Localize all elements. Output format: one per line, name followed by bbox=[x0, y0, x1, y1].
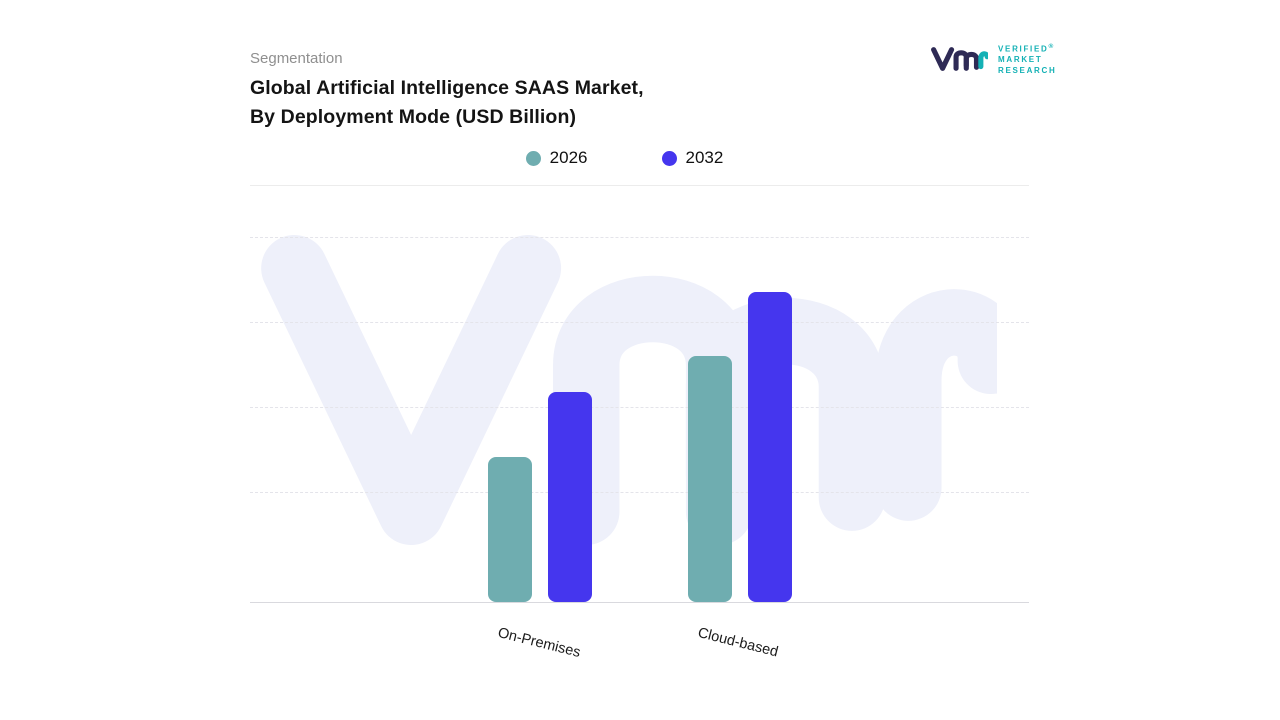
legend-item-2026: 2026 bbox=[525, 148, 588, 168]
gridline bbox=[250, 237, 1029, 238]
plot-area bbox=[250, 228, 1029, 603]
bar-2032-on-premises bbox=[548, 392, 592, 602]
header-divider bbox=[250, 185, 1029, 186]
chart-title: Global Artificial Intelligence SAAS Mark… bbox=[250, 74, 644, 132]
bar-2026-cloud-based bbox=[688, 356, 732, 602]
gridline bbox=[250, 322, 1029, 323]
chart-title-line1: Global Artificial Intelligence SAAS Mark… bbox=[250, 77, 644, 99]
chart-legend: 2026 2032 bbox=[235, 148, 1014, 168]
legend-dot-2026 bbox=[525, 150, 541, 166]
vmr-logo: VERIFIED® MARKET RESEARCH bbox=[930, 42, 1057, 76]
eyebrow-label: Segmentation bbox=[250, 50, 343, 67]
vmr-logo-icon bbox=[931, 47, 988, 72]
x-axis-label-on-premises: On-Premises bbox=[496, 625, 583, 661]
brand-line-verified: VERIFIED bbox=[998, 44, 1049, 54]
bar-2026-on-premises bbox=[488, 457, 532, 602]
chart-title-line2: By Deployment Mode (USD Billion) bbox=[250, 106, 577, 128]
vmr-watermark-icon bbox=[261, 235, 997, 545]
gridline bbox=[250, 492, 1029, 493]
legend-item-2032: 2032 bbox=[661, 148, 724, 168]
legend-dot-2032 bbox=[661, 150, 677, 166]
registered-mark: ® bbox=[1048, 43, 1054, 50]
x-axis-label-cloud-based: Cloud-based bbox=[696, 625, 780, 661]
brand-line-market: MARKET bbox=[998, 55, 1043, 65]
legend-label-2026: 2026 bbox=[549, 148, 588, 167]
bar-2032-cloud-based bbox=[748, 292, 792, 602]
x-axis-labels: On-Premises Cloud-based bbox=[250, 603, 1029, 693]
gridline bbox=[250, 407, 1029, 408]
x-axis-line bbox=[250, 602, 1029, 603]
vmr-logo-text: VERIFIED® MARKET RESEARCH bbox=[998, 42, 1057, 76]
legend-label-2032: 2032 bbox=[685, 148, 724, 167]
brand-line-research: RESEARCH bbox=[998, 65, 1057, 75]
